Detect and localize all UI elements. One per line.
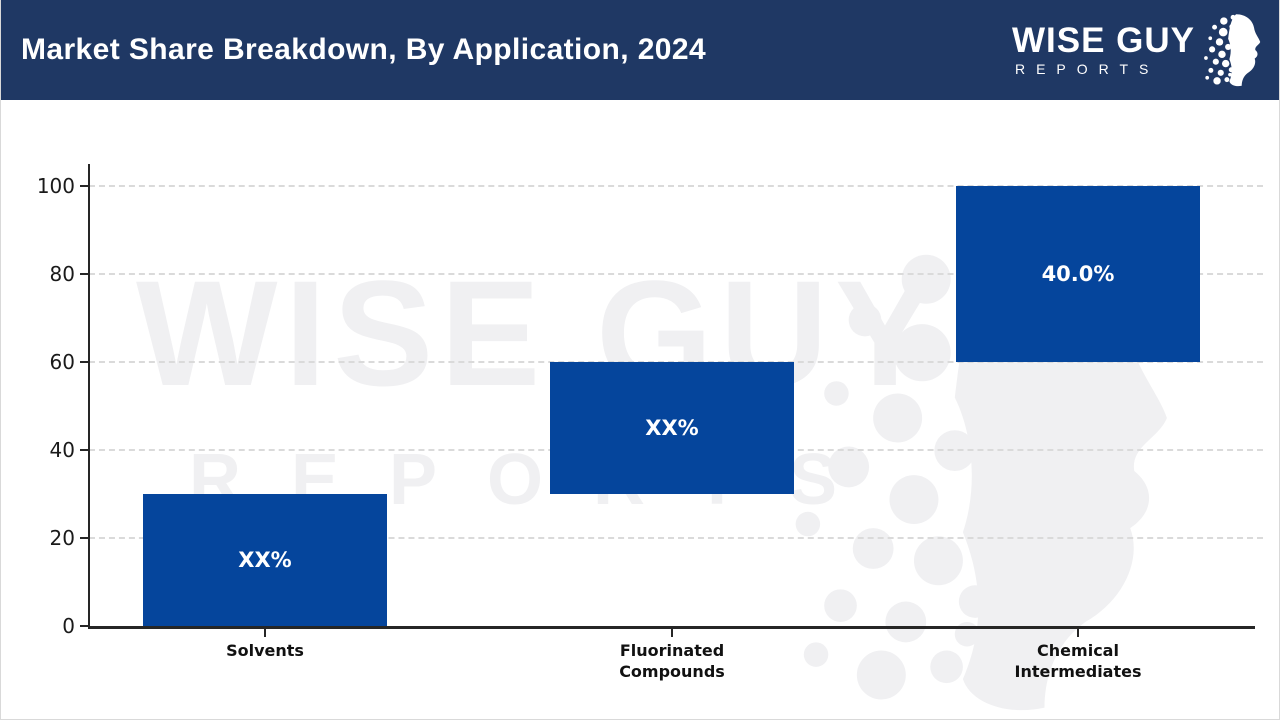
x-tick-mark <box>671 629 673 637</box>
logo-wordmark: WISE GUY <box>1011 21 1195 60</box>
y-tick-label: 20 <box>49 526 75 550</box>
y-tick-mark <box>80 273 89 275</box>
category-label-chemical-intermediates: Chemical Intermediates <box>1014 641 1142 681</box>
x-tick-mark <box>264 629 266 637</box>
category-label-fluorinated-compounds: Fluorinated Compounds <box>619 641 725 681</box>
logo-subtitle: REPORTS <box>1014 61 1160 77</box>
logo-text: WISE GUY REPORTS <box>1011 21 1195 78</box>
y-tick-label: 80 <box>49 262 75 286</box>
y-tick-label: 0 <box>62 614 75 638</box>
y-tick-label: 100 <box>36 174 75 198</box>
bar-fluorinated-compounds: XX% <box>550 362 794 494</box>
bar-value-label: 40.0% <box>1041 262 1115 286</box>
logo-face-icon <box>1199 13 1261 87</box>
chart-area: WISE GUY REPORTS 0 20 40 60 80 100 XX% Solvents… <box>1 100 1279 719</box>
bar-value-label: XX% <box>645 416 699 440</box>
y-tick-mark <box>80 625 89 627</box>
category-label-solvents: Solvents <box>226 641 304 660</box>
page-title: Market Share Breakdown, By Application, … <box>21 33 707 66</box>
y-tick-label: 40 <box>49 438 75 462</box>
y-axis-line <box>88 164 90 629</box>
x-axis-line <box>88 626 1255 629</box>
y-tick-mark <box>80 185 89 187</box>
bar-value-label: XX% <box>238 548 292 572</box>
x-tick-mark <box>1077 629 1079 637</box>
header-bar: Market Share Breakdown, By Application, … <box>1 0 1279 100</box>
bar-chemical-intermediates: 40.0% <box>956 186 1200 362</box>
gridline <box>89 273 1263 275</box>
y-tick-mark <box>80 449 89 451</box>
y-tick-mark <box>80 361 89 363</box>
bar-solvents: XX% <box>143 494 387 626</box>
watermark-wordmark: WISE GUY <box>136 249 943 417</box>
gridline <box>89 537 1263 539</box>
wise-guy-reports-logo: WISE GUY REPORTS <box>1012 13 1261 87</box>
gridline <box>89 185 1263 187</box>
y-tick-label: 60 <box>49 350 75 374</box>
plot-area: 0 20 40 60 80 100 XX% Solvents XX% Fluorinated Co… <box>1 100 1279 719</box>
y-tick-mark <box>80 537 89 539</box>
